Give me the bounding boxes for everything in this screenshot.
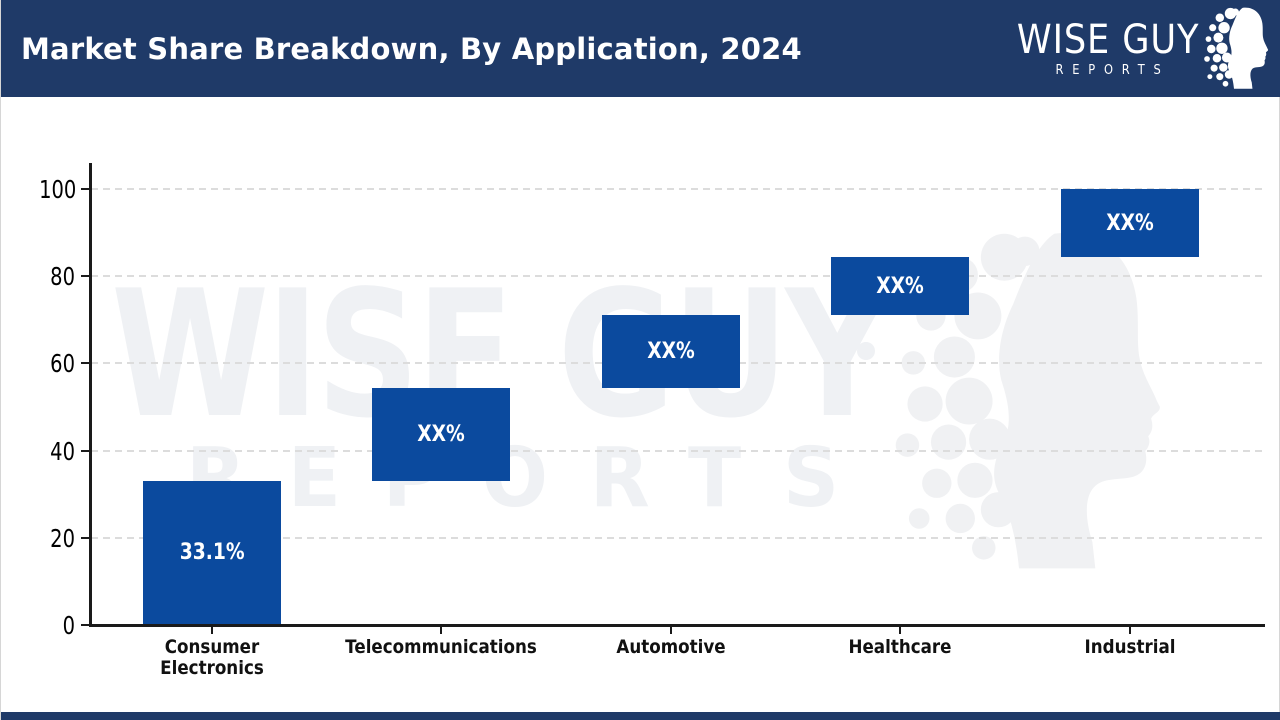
header-bar: Market Share Breakdown, By Application, … [1,0,1280,97]
bar-healthcare: XX% [831,257,970,315]
gridline [91,449,1263,452]
gridline [91,275,1263,278]
category-label: Telecommunications [345,636,538,658]
category-label: Industrial [1084,636,1176,658]
bar-automotive: XX% [601,315,740,388]
category-label: Healthcare [848,636,952,658]
y-tick-label: 20 [50,523,75,553]
y-axis-tick [81,536,89,539]
y-axis-tick [81,449,89,452]
brand-logo-text: WISE GUY REPORTS [1016,20,1199,78]
y-axis-tick [81,275,89,278]
y-axis-line [89,163,92,627]
gridline [91,536,1263,539]
watermark-dot [857,342,875,360]
y-axis-tick [81,362,89,365]
bar-value-label: XX% [876,273,925,299]
bar-telecommunications: XX% [372,387,511,481]
brand-subname: REPORTS [1055,63,1170,78]
bar-value-label: XX% [646,338,695,364]
y-tick-label: 40 [50,436,75,466]
x-axis-line [89,624,1265,627]
brand-logo: WISE GUY REPORTS [992,4,1271,94]
footer-bar [1,712,1280,720]
bar-consumer-electronics: 33.1% [142,480,281,625]
category-label: Automotive [616,636,726,658]
x-axis-tick [1128,627,1131,634]
brand-name: WISE GUY [1016,17,1199,63]
y-axis-tick [81,624,89,626]
x-axis-tick [210,627,213,634]
x-axis-tick [899,627,902,634]
gridline [91,188,1263,190]
category-label: Consumer Electronics [159,636,264,679]
x-axis-tick [440,627,443,634]
x-axis-tick [669,627,672,634]
y-tick-label: 100 [39,175,77,204]
face-profile-icon [1204,7,1269,89]
bar-value-label: XX% [1105,210,1154,236]
bar-value-label: XX% [417,421,466,447]
y-axis-tick [81,188,89,190]
y-tick-label: 0 [62,611,75,640]
bar-industrial: XX% [1060,189,1199,258]
y-tick-label: 80 [50,262,75,292]
bar-value-label: 33.1% [179,540,245,566]
chart-title: Market Share Breakdown, By Application, … [21,31,802,66]
y-tick-label: 60 [50,349,75,379]
